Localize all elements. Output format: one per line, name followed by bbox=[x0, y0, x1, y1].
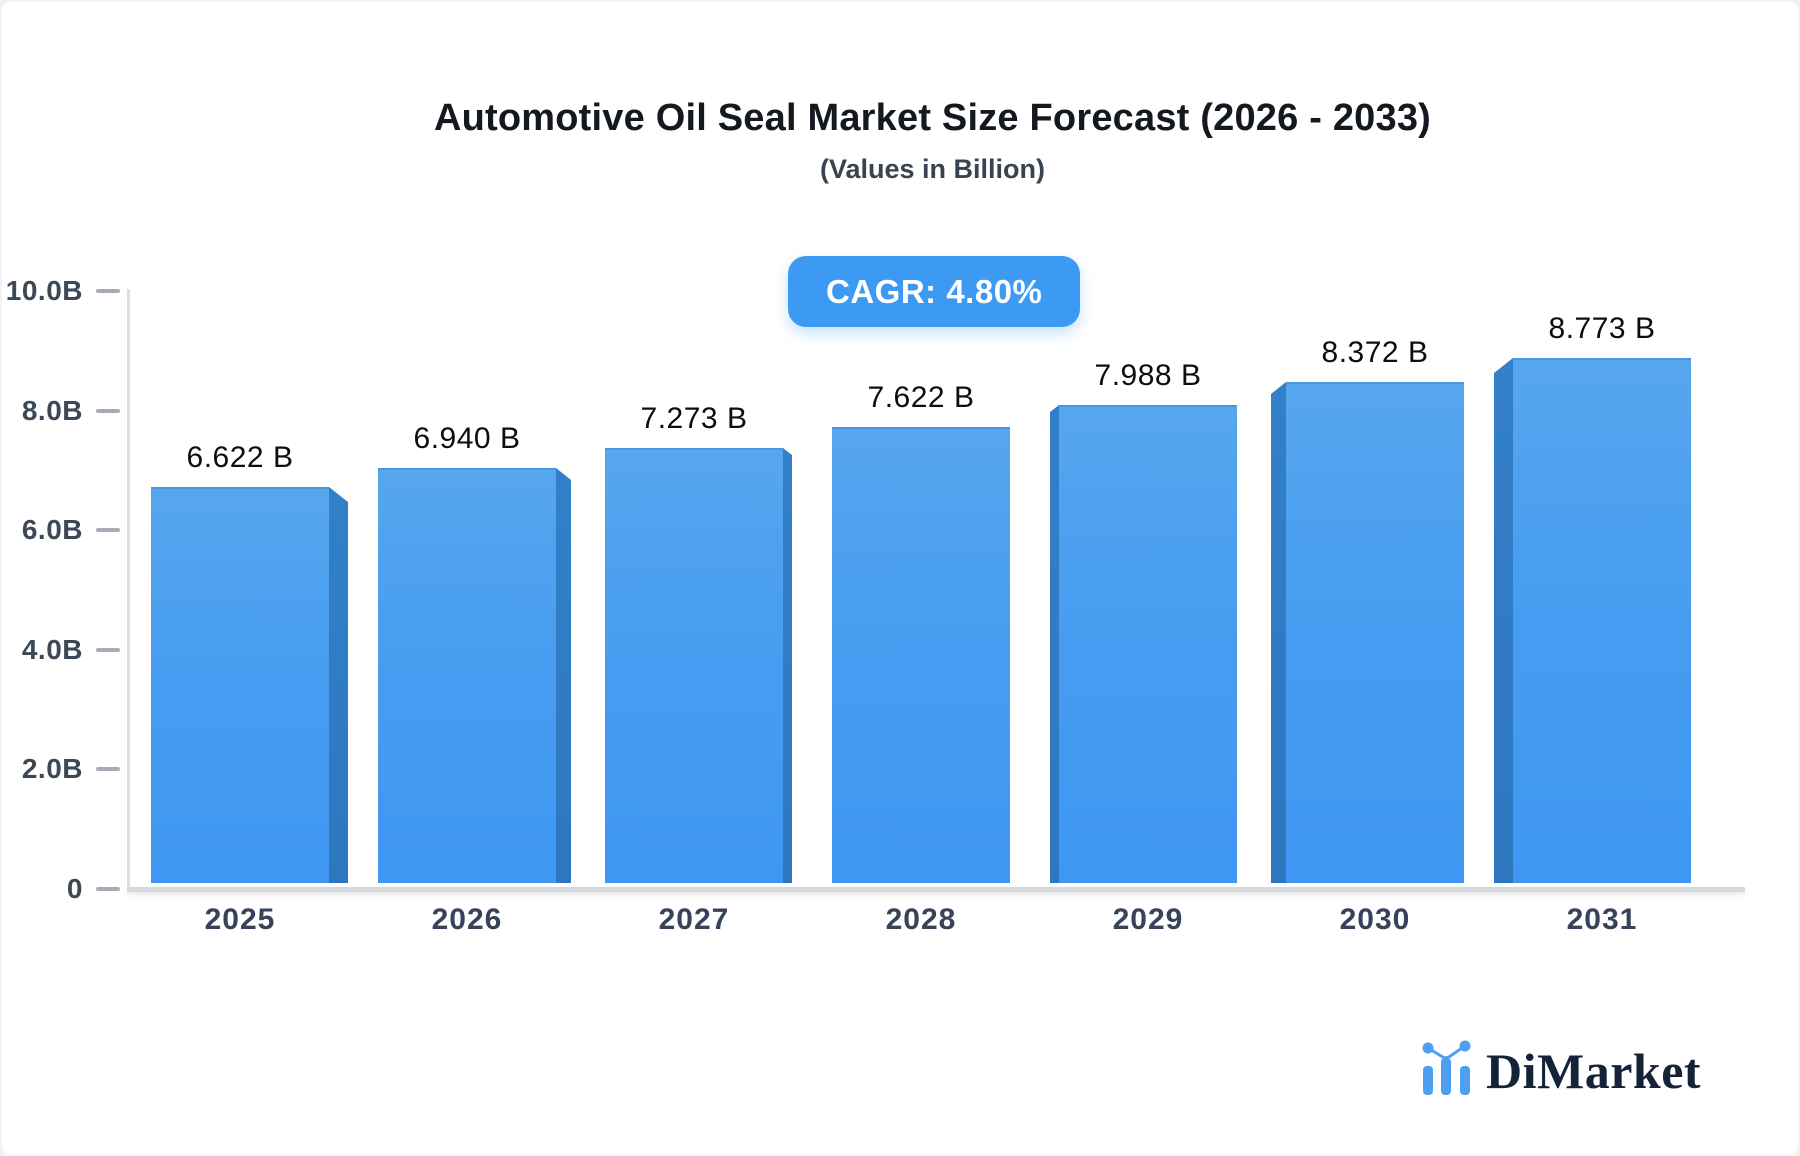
y-axis-tick-label: 0 bbox=[66, 873, 83, 904]
tick-mark bbox=[96, 289, 120, 293]
bar-value-label: 7.622 B bbox=[867, 381, 975, 414]
x-axis-label: 2030 bbox=[1339, 903, 1411, 936]
bar-2030: 8.372 B bbox=[1286, 336, 1464, 883]
brand-logo-text: DiMarket bbox=[1486, 1043, 1702, 1099]
y-axis-tick: 6.0B bbox=[2, 514, 120, 546]
bar-2025: 6.622 B bbox=[151, 441, 329, 883]
bar-2026: 6.940 B bbox=[378, 422, 556, 883]
y-axis-tick-label: 6.0B bbox=[21, 514, 83, 546]
bar-group-2029: 7.988 B bbox=[1050, 359, 1237, 883]
x-axis-label: 2027 bbox=[658, 903, 730, 936]
bar-side-face bbox=[1494, 358, 1513, 883]
tick-mark bbox=[96, 887, 120, 891]
tick-mark bbox=[96, 528, 120, 533]
bar-side-face bbox=[1050, 405, 1059, 883]
bar-value-label: 7.988 B bbox=[1094, 359, 1202, 392]
bar-group-2028: 7.622 B bbox=[832, 381, 1010, 883]
bar-2031: 8.773 B bbox=[1513, 312, 1691, 883]
bar-value-label: 8.372 B bbox=[1321, 336, 1429, 369]
tick-mark bbox=[96, 647, 120, 652]
chart-title: Automotive Oil Seal Market Size Forecast… bbox=[433, 97, 1432, 139]
bar-value-label: 6.940 B bbox=[413, 422, 521, 455]
x-axis-label: 2025 bbox=[204, 903, 276, 936]
y-axis-tick-label: 8.0B bbox=[21, 394, 83, 426]
y-axis-tick: 10.0B bbox=[2, 275, 120, 307]
bar-value-label: 8.773 B bbox=[1548, 312, 1656, 345]
bar-value-label: 6.622 B bbox=[186, 441, 294, 474]
chart-header: Automotive Oil Seal Market Size Forecast… bbox=[127, 97, 1738, 185]
y-axis-tick-label: 10.0B bbox=[5, 275, 83, 306]
y-axis-tick: 0 bbox=[2, 873, 120, 905]
y-axis-tick-label: 2.0B bbox=[21, 753, 83, 785]
x-axis-baseline bbox=[127, 887, 1745, 892]
bar-group-2027: 7.273 B bbox=[605, 402, 792, 883]
bar-side-face bbox=[1271, 382, 1286, 883]
bar-value-label: 7.273 B bbox=[640, 402, 748, 435]
bar-2028: 7.622 B bbox=[832, 381, 1010, 883]
bar-group-2026: 6.940 B bbox=[378, 422, 571, 883]
tick-mark bbox=[96, 408, 120, 413]
y-axis-tick-label: 4.0B bbox=[21, 633, 83, 665]
bar-group-2031: 8.773 B bbox=[1494, 312, 1691, 883]
bar-2027: 7.273 B bbox=[605, 402, 783, 883]
x-axis-label: 2026 bbox=[431, 903, 503, 936]
x-axis-label: 2031 bbox=[1566, 903, 1638, 936]
tick-mark bbox=[96, 767, 120, 772]
bar-side-face bbox=[556, 468, 571, 883]
bar-side-face bbox=[783, 448, 792, 883]
y-axis-tick: 4.0B bbox=[2, 634, 120, 666]
mini-bar-chart-icon bbox=[1422, 1040, 1471, 1095]
bar-2029: 7.988 B bbox=[1059, 359, 1237, 883]
x-axis-label: 2029 bbox=[1112, 903, 1184, 936]
y-axis-tick: 2.0B bbox=[2, 753, 120, 785]
bar-group-2030: 8.372 B bbox=[1271, 336, 1464, 883]
cagr-badge: CAGR: 4.80% bbox=[788, 256, 1081, 327]
chart-subtitle: (Values in Billion) bbox=[819, 154, 1046, 184]
y-axis-line bbox=[127, 289, 130, 890]
bar-side-face bbox=[329, 487, 348, 883]
x-axis-label: 2028 bbox=[885, 903, 957, 936]
bar-group-2025: 6.622 B bbox=[151, 441, 348, 883]
y-axis-tick: 8.0B bbox=[2, 395, 120, 427]
brand-logo: DiMarket bbox=[1422, 1038, 1701, 1096]
